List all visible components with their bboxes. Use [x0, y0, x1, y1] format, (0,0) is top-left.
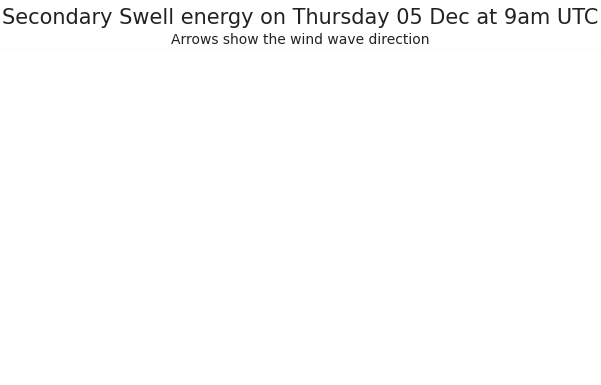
Text: Map requires cartopy: Map requires cartopy — [227, 211, 374, 224]
Text: Arrows show the wind wave direction: Arrows show the wind wave direction — [171, 33, 430, 47]
Text: Secondary Swell energy on Thursday 05 Dec at 9am UTC: Secondary Swell energy on Thursday 05 De… — [2, 8, 599, 27]
